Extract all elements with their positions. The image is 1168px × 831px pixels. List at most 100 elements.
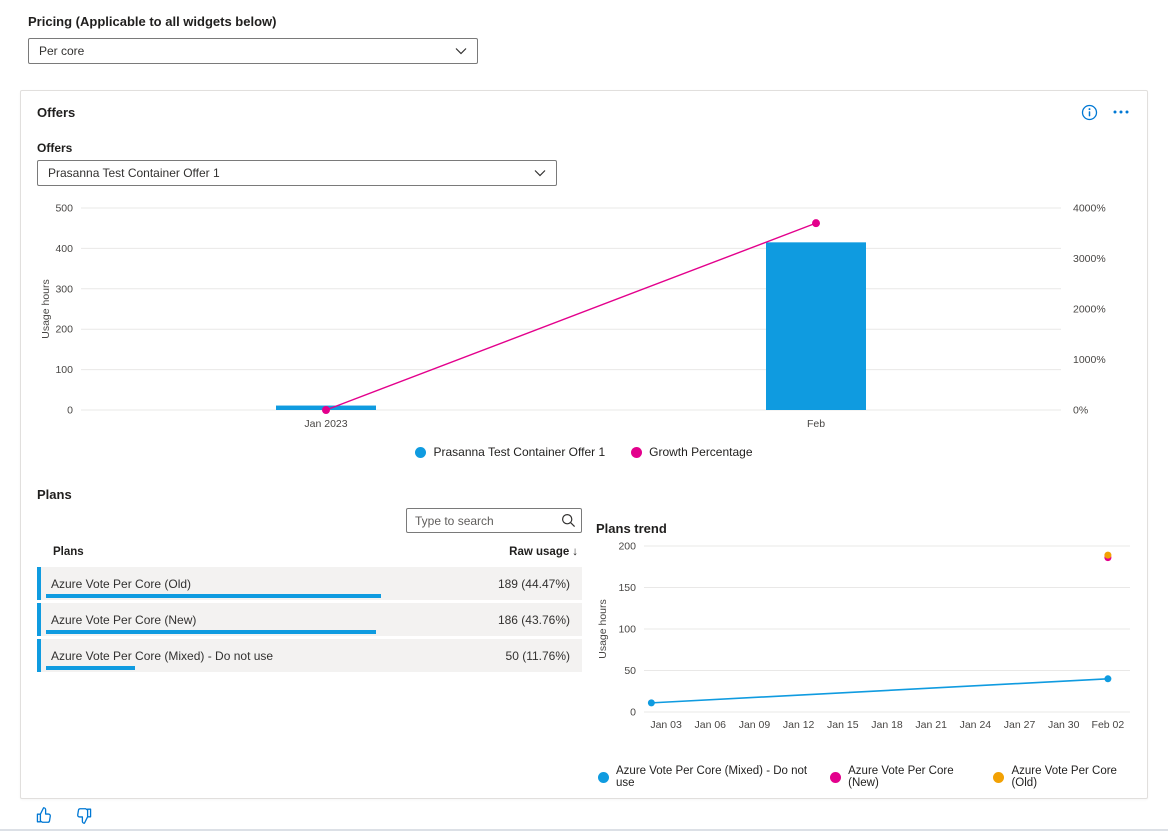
offers-field-label: Offers xyxy=(37,141,73,155)
svg-text:Jan 09: Jan 09 xyxy=(739,719,771,731)
svg-text:2000%: 2000% xyxy=(1073,304,1106,316)
plan-name: Azure Vote Per Core (Mixed) - Do not use xyxy=(51,648,274,663)
offers-dropdown[interactable]: Prasanna Test Container Offer 1 xyxy=(37,160,557,186)
svg-text:200: 200 xyxy=(618,541,636,553)
pricing-dropdown-value: Per core xyxy=(39,44,85,58)
plan-usage-bar xyxy=(46,630,376,634)
plans-search-input[interactable] xyxy=(406,508,582,533)
plans-area: Plans Raw usage ↓ Azure Vote Per Core (O… xyxy=(37,508,1131,789)
offers-dropdown-value: Prasanna Test Container Offer 1 xyxy=(48,166,220,180)
svg-text:200: 200 xyxy=(55,324,73,336)
svg-text:Feb: Feb xyxy=(807,418,825,430)
row-accent xyxy=(37,639,41,672)
svg-text:1000%: 1000% xyxy=(1073,354,1106,366)
pricing-dropdown[interactable]: Per core xyxy=(28,38,478,64)
raw-usage-sort-header[interactable]: Raw usage ↓ xyxy=(509,546,578,558)
pricing-section: Pricing (Applicable to all widgets below… xyxy=(28,14,478,64)
table-row[interactable]: Azure Vote Per Core (New) 186 (43.76%) xyxy=(37,603,582,636)
plans-table-body: Azure Vote Per Core (Old) 189 (44.47%) Azu… xyxy=(37,567,582,672)
plans-trend-chart-svg: 0 50 100 150 200 Usage hours Jan 03 Jan 06 Jan 0… xyxy=(597,541,1130,731)
plans-table-header: Plans Raw usage ↓ xyxy=(37,546,582,558)
svg-text:100: 100 xyxy=(618,624,636,636)
svg-text:Jan 27: Jan 27 xyxy=(1004,719,1036,731)
svg-text:3000%: 3000% xyxy=(1073,253,1106,265)
plan-usage-bar xyxy=(46,666,135,670)
offers-usage-chart: 0 100 200 300 400 500 0% 1000% 2000% 3000% 4000% Us… xyxy=(37,196,1131,460)
offers-chart-legend: Prasanna Test Container Offer 1 Growth Pe… xyxy=(37,445,1131,459)
plan-raw-usage: 186 (43.76%) xyxy=(497,612,570,627)
table-row[interactable]: Azure Vote Per Core (Mixed) - Do not use… xyxy=(37,639,582,672)
plan-name: Azure Vote Per Core (New) xyxy=(51,612,197,627)
raw-usage-column-label: Raw usage xyxy=(509,546,570,558)
pricing-label: Pricing (Applicable to all widgets below… xyxy=(28,14,277,29)
plans-section-title: Plans xyxy=(37,487,72,502)
svg-text:Jan 30: Jan 30 xyxy=(1048,719,1080,731)
offers-card: Offers Offers Prasanna Test Conta xyxy=(20,90,1148,799)
thumbs-up-icon[interactable] xyxy=(34,804,56,826)
info-icon[interactable] xyxy=(1079,102,1099,122)
svg-text:Jan 15: Jan 15 xyxy=(827,719,859,731)
plans-search xyxy=(406,508,582,533)
feedback-controls xyxy=(34,804,93,826)
plans-search-row xyxy=(37,508,582,533)
legend-label: Azure Vote Per Core (Mixed) - Do not use xyxy=(616,765,808,789)
svg-text:500: 500 xyxy=(55,203,73,215)
chevron-down-icon xyxy=(534,169,546,177)
sort-descending-icon: ↓ xyxy=(572,546,578,558)
legend-item[interactable]: Azure Vote Per Core (New) xyxy=(830,765,977,789)
legend-dot xyxy=(830,771,842,783)
plans-column-header: Plans xyxy=(53,546,84,558)
plans-trend-panel: Plans trend 0 50 100 150 200 Usage hours Jan 0… xyxy=(596,508,1136,789)
legend-item[interactable]: Azure Vote Per Core (Old) xyxy=(993,765,1136,789)
legend-label: Growth Percentage xyxy=(649,445,753,459)
svg-text:Usage hours: Usage hours xyxy=(597,599,609,659)
svg-text:300: 300 xyxy=(55,283,73,295)
legend-dot xyxy=(993,771,1005,783)
offers-card-header: Offers xyxy=(37,102,1131,122)
svg-text:Jan 06: Jan 06 xyxy=(695,719,727,731)
svg-text:4000%: 4000% xyxy=(1073,203,1106,215)
plans-table-panel: Plans Raw usage ↓ Azure Vote Per Core (O… xyxy=(37,508,582,789)
plans-trend-title: Plans trend xyxy=(596,521,667,536)
legend-label: Azure Vote Per Core (Old) xyxy=(1011,765,1117,789)
more-options-icon[interactable] xyxy=(1111,102,1131,122)
legend-item[interactable]: Prasanna Test Container Offer 1 xyxy=(415,445,605,459)
svg-text:Jan 03: Jan 03 xyxy=(650,719,682,731)
legend-label: Prasanna Test Container Offer 1 xyxy=(433,445,606,459)
svg-text:0%: 0% xyxy=(1073,405,1088,417)
svg-text:Feb 02: Feb 02 xyxy=(1092,719,1125,731)
svg-text:Jan 2023: Jan 2023 xyxy=(304,418,347,430)
row-accent xyxy=(37,603,41,636)
svg-text:400: 400 xyxy=(55,243,73,255)
legend-item[interactable]: Azure Vote Per Core (Mixed) - Do not use xyxy=(598,765,814,789)
plan-raw-usage: 50 (11.76%) xyxy=(505,648,570,663)
offers-card-title: Offers xyxy=(37,104,76,120)
legend-item[interactable]: Growth Percentage xyxy=(631,445,753,459)
offers-usage-chart-svg: 0 100 200 300 400 500 0% 1000% 2000% 3000% 4000% Us… xyxy=(40,203,1106,431)
svg-text:Jan 24: Jan 24 xyxy=(960,719,992,731)
search-icon xyxy=(561,513,576,533)
row-accent xyxy=(37,567,41,600)
svg-text:100: 100 xyxy=(55,364,73,376)
legend-label: Azure Vote Per Core (New) xyxy=(848,765,954,789)
svg-text:150: 150 xyxy=(618,582,636,594)
plan-name: Azure Vote Per Core (Old) xyxy=(51,576,192,591)
page-bottom-edge xyxy=(0,829,1168,831)
thumbs-down-icon[interactable] xyxy=(71,804,93,826)
card-actions xyxy=(1079,102,1131,122)
svg-text:Jan 21: Jan 21 xyxy=(915,719,947,731)
legend-dot xyxy=(598,771,609,783)
svg-text:0: 0 xyxy=(67,405,73,417)
svg-text:Usage hours: Usage hours xyxy=(40,279,52,339)
plans-trend-legend: Azure Vote Per Core (Mixed) - Do not use… xyxy=(598,765,1136,789)
chevron-down-icon xyxy=(455,47,467,55)
plan-raw-usage: 189 (44.47%) xyxy=(497,576,570,591)
svg-text:0: 0 xyxy=(630,707,636,719)
plan-usage-bar xyxy=(46,594,382,598)
table-row[interactable]: Azure Vote Per Core (Old) 189 (44.47%) xyxy=(37,567,582,600)
legend-dot xyxy=(631,446,643,458)
legend-dot xyxy=(415,446,427,458)
svg-text:Jan 12: Jan 12 xyxy=(783,719,815,731)
svg-text:50: 50 xyxy=(624,665,636,677)
